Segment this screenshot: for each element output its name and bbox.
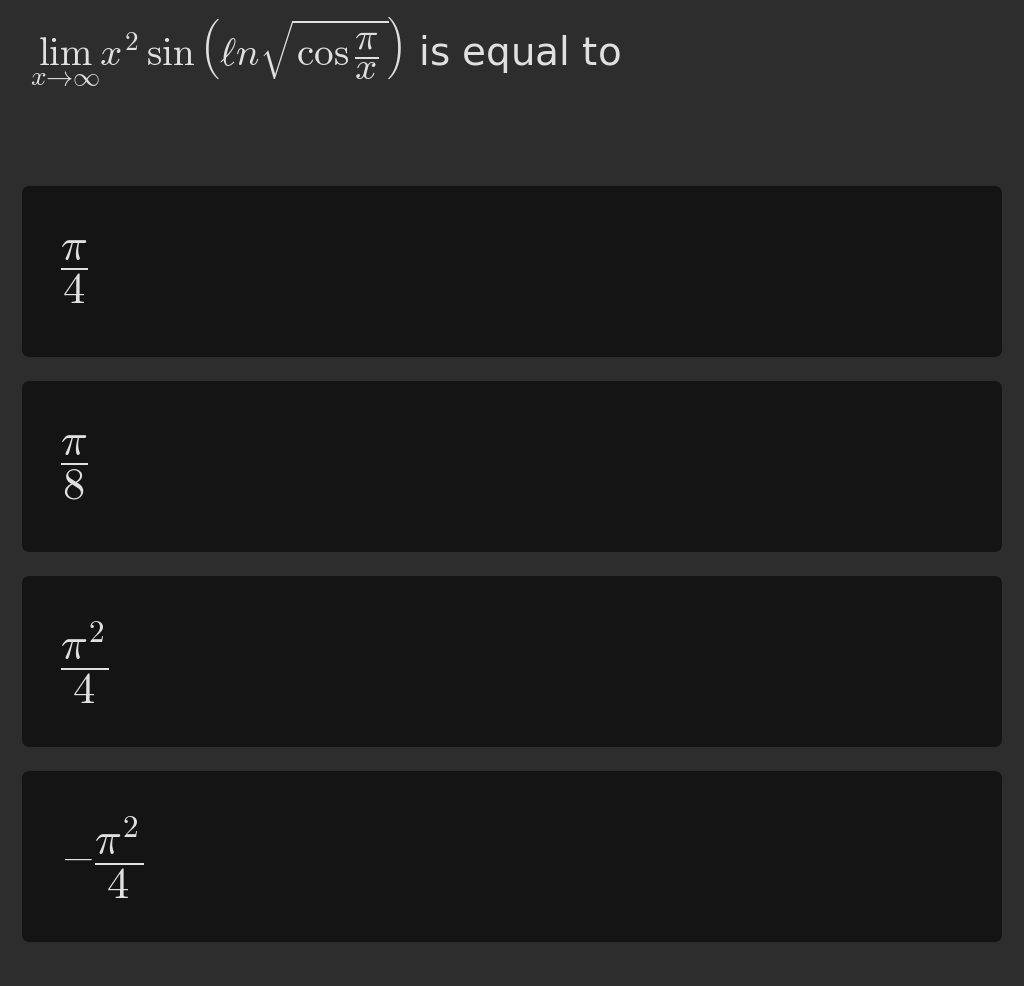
Text: $\lim_{x \to \infty} x^2 \sin\left(\ell n\sqrt{\cos\dfrac{\pi}{x}}\right)$ is eq: $\lim_{x \to \infty} x^2 \sin\left(\ell … bbox=[30, 15, 621, 90]
FancyBboxPatch shape bbox=[22, 382, 1002, 552]
FancyBboxPatch shape bbox=[22, 186, 1002, 358]
Text: $\dfrac{\pi}{4}$: $\dfrac{\pi}{4}$ bbox=[60, 239, 87, 306]
FancyBboxPatch shape bbox=[22, 577, 1002, 747]
Text: $\dfrac{\pi}{8}$: $\dfrac{\pi}{8}$ bbox=[60, 433, 87, 502]
FancyBboxPatch shape bbox=[22, 771, 1002, 942]
Text: $-\dfrac{\pi^2}{4}$: $-\dfrac{\pi^2}{4}$ bbox=[60, 813, 143, 900]
Text: $\dfrac{\pi^2}{4}$: $\dfrac{\pi^2}{4}$ bbox=[60, 618, 109, 705]
